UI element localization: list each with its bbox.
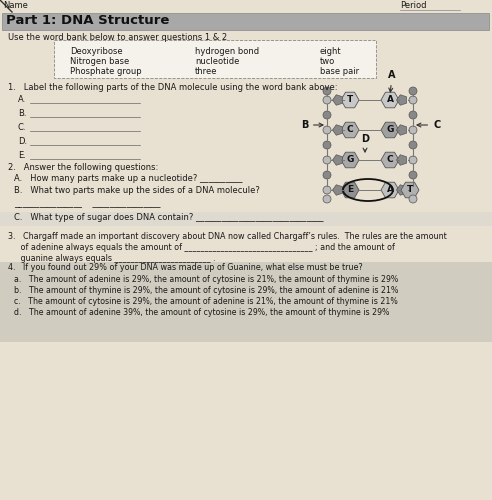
Text: D: D: [361, 134, 369, 152]
Circle shape: [323, 111, 331, 119]
Circle shape: [323, 186, 331, 194]
Circle shape: [323, 96, 331, 104]
Circle shape: [409, 156, 417, 164]
Text: b.   The amount of thymine is 29%, the amount of cytosine is 29%, the amount of : b. The amount of thymine is 29%, the amo…: [14, 286, 399, 295]
FancyBboxPatch shape: [0, 212, 492, 226]
FancyBboxPatch shape: [0, 262, 492, 342]
Text: 3.   Chargaff made an important discovery about DNA now called Chargaff’s rules.: 3. Chargaff made an important discovery …: [8, 232, 447, 241]
Text: G: G: [346, 156, 354, 164]
Text: base pair: base pair: [320, 67, 359, 76]
Circle shape: [409, 87, 417, 95]
Circle shape: [409, 186, 417, 194]
Circle shape: [323, 156, 331, 164]
Circle shape: [323, 87, 331, 95]
Text: Nitrogen base: Nitrogen base: [70, 57, 129, 66]
Text: C: C: [417, 120, 440, 130]
Text: Part 1: DNA Structure: Part 1: DNA Structure: [6, 14, 169, 27]
Text: c.   The amount of cytosine is 29%, the amount of adenine is 21%, the amount of : c. The amount of cytosine is 29%, the am…: [14, 297, 398, 306]
Text: eight: eight: [320, 47, 341, 56]
Circle shape: [409, 96, 417, 104]
Text: 1.   Label the following parts of the DNA molecule using the word bank above:: 1. Label the following parts of the DNA …: [8, 83, 338, 92]
Text: D.: D.: [18, 137, 27, 146]
Circle shape: [323, 126, 331, 134]
Circle shape: [409, 126, 417, 134]
Text: E.: E.: [18, 151, 26, 160]
FancyBboxPatch shape: [2, 13, 489, 30]
Text: A: A: [388, 70, 396, 92]
Text: A: A: [387, 186, 394, 194]
Text: Name: Name: [3, 1, 28, 10]
Text: guanine always equals ________________________ .: guanine always equals __________________…: [8, 254, 215, 263]
Text: a.   The amount of adenine is 29%, the amount of cytosine is 21%, the amount of : a. The amount of adenine is 29%, the amo…: [14, 275, 398, 284]
Text: 4.   If you found out 29% of your DNA was made up of Guanine, what else must be : 4. If you found out 29% of your DNA was …: [8, 263, 363, 272]
Circle shape: [323, 171, 331, 179]
Text: C.: C.: [18, 123, 27, 132]
Text: T: T: [407, 186, 413, 194]
Text: B.   What two parts make up the sides of a DNA molecule?: B. What two parts make up the sides of a…: [14, 186, 260, 195]
Text: A: A: [387, 96, 394, 104]
Text: A.: A.: [18, 95, 26, 104]
Circle shape: [409, 141, 417, 149]
Text: C: C: [347, 126, 353, 134]
Circle shape: [409, 111, 417, 119]
Circle shape: [409, 171, 417, 179]
Text: Deoxyribose: Deoxyribose: [70, 47, 123, 56]
Text: three: three: [195, 67, 217, 76]
Text: Period: Period: [400, 1, 427, 10]
Text: Use the word bank below to answer questions 1 & 2: Use the word bank below to answer questi…: [8, 33, 227, 42]
Text: nucleotide: nucleotide: [195, 57, 240, 66]
Text: ________________    ________________: ________________ ________________: [14, 198, 160, 207]
Text: B.: B.: [18, 109, 27, 118]
Text: A.   How many parts make up a nucleotide? __________: A. How many parts make up a nucleotide? …: [14, 174, 243, 183]
Circle shape: [323, 141, 331, 149]
Text: B: B: [301, 120, 323, 130]
Text: of adenine always equals the amount of ________________________________ ; and th: of adenine always equals the amount of _…: [8, 243, 395, 252]
Text: d.   The amount of adenine 39%, the amount of cytosine is 29%, the amount of thy: d. The amount of adenine 39%, the amount…: [14, 308, 389, 317]
Circle shape: [409, 195, 417, 203]
Text: hydrogen bond: hydrogen bond: [195, 47, 259, 56]
Text: two: two: [320, 57, 335, 66]
Circle shape: [323, 195, 331, 203]
Text: C: C: [387, 156, 393, 164]
Text: T: T: [347, 96, 353, 104]
Text: Phosphate group: Phosphate group: [70, 67, 142, 76]
Text: 2.   Answer the following questions:: 2. Answer the following questions:: [8, 163, 158, 172]
Text: C.   What type of sugar does DNA contain? ______________________________: C. What type of sugar does DNA contain? …: [14, 213, 324, 222]
FancyBboxPatch shape: [54, 40, 376, 78]
Text: G: G: [386, 126, 394, 134]
Text: E: E: [347, 186, 353, 194]
